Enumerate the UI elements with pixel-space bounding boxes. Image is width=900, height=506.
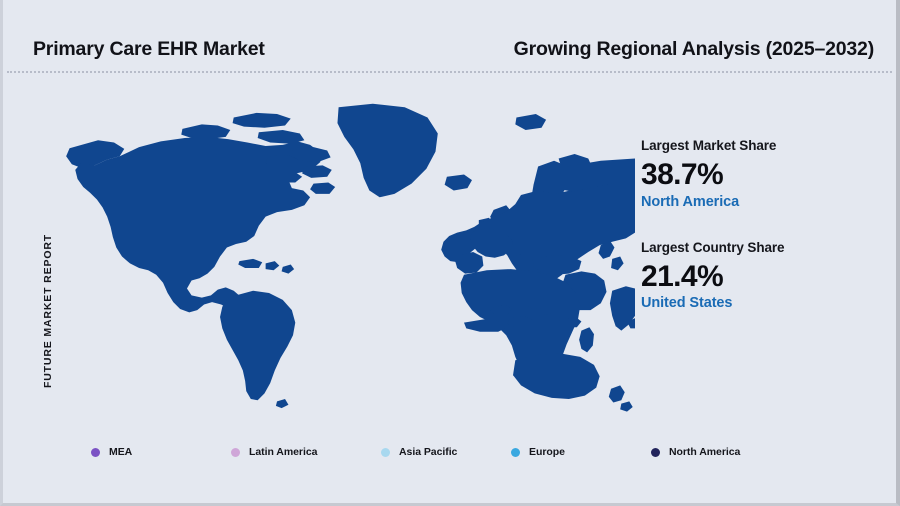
stat-block-country-share: Largest Country Share 21.4% United State… — [641, 240, 881, 312]
stat-subtitle: North America — [641, 193, 740, 210]
stat-label: Largest Market Share — [641, 138, 777, 153]
stats-panel: Largest Market Share 38.7% North America… — [641, 138, 881, 341]
legend-dot-icon — [651, 447, 660, 457]
legend-label: Europe — [529, 446, 565, 458]
legend-dot-icon — [511, 447, 520, 457]
header: Primary Care EHR Market Growing Regional… — [3, 0, 896, 72]
header-divider — [7, 71, 892, 73]
legend-dot-icon — [231, 447, 240, 457]
legend-label: Latin America — [249, 446, 318, 458]
legend-item-north-america: North America — [651, 446, 740, 458]
page-title: Primary Care EHR Market — [33, 38, 265, 60]
legend-item-latin-america: Latin America — [231, 446, 317, 458]
map-landmass-group — [66, 103, 635, 412]
legend-label: North America — [669, 446, 741, 458]
legend-item-mea: MEA — [91, 446, 132, 458]
stat-label: Largest Country Share — [641, 239, 785, 255]
legend-label: MEA — [109, 446, 133, 458]
map-legend: MEA Latin America Asia Pacific Europe No… — [91, 446, 791, 466]
brand-vertical-label: FUTURE MARKET REPORT — [42, 233, 54, 389]
legend-dot-icon — [91, 447, 100, 457]
stat-block-market-share: Largest Market Share 38.7% North America — [641, 138, 881, 210]
legend-item-europe: Europe — [511, 446, 565, 458]
stat-value: 38.7% — [641, 158, 724, 191]
legend-item-asia-pacific: Asia Pacific — [381, 446, 457, 458]
header-subtitle: Growing Regional Analysis (2025–2032) — [513, 38, 875, 60]
world-map-svg — [66, 103, 635, 412]
world-map — [65, 92, 635, 412]
stat-value: 21.4% — [641, 259, 724, 293]
legend-label: Asia Pacific — [399, 446, 458, 458]
legend-dot-icon — [381, 447, 390, 457]
stat-subtitle: United States — [641, 295, 733, 311]
